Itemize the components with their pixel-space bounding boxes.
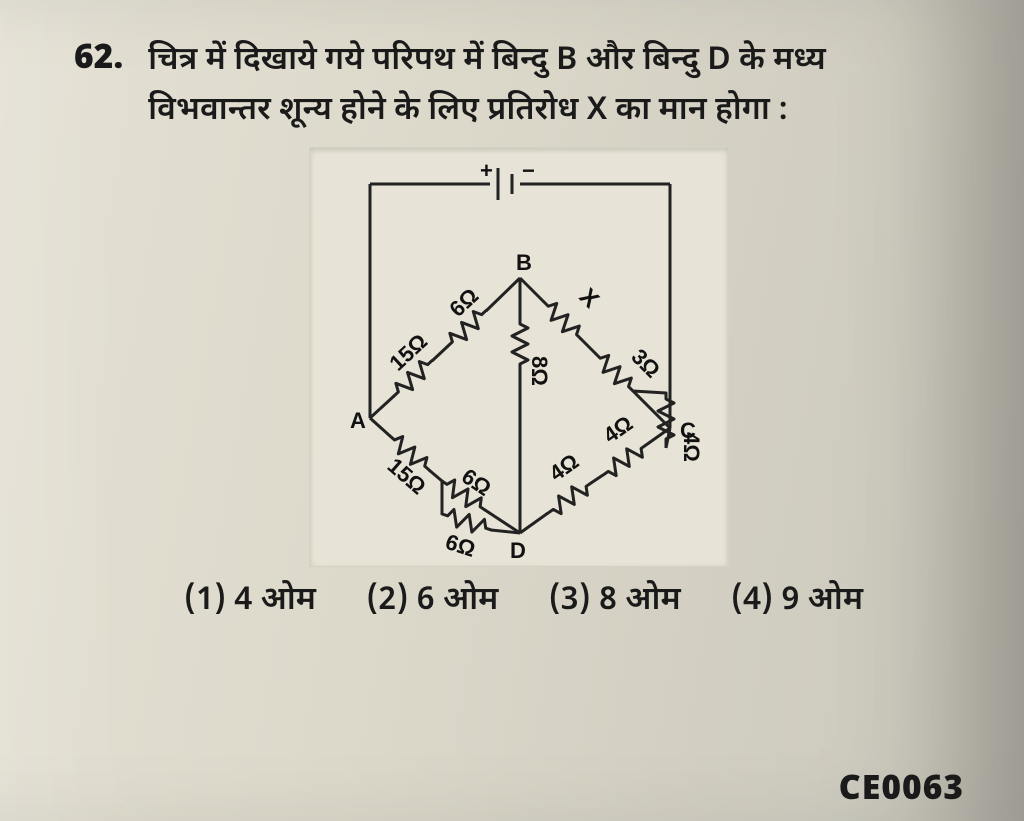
node-a-label: A (350, 408, 366, 433)
question-text: चित्र में दिखाये गये परिपथ में बिन्दु B … (148, 38, 948, 137)
res-cd-4a: 4Ω (599, 411, 638, 449)
circuit-diagram: A B C D + − 15Ω 6Ω 8Ω X 3Ω 4Ω 4Ω 4Ω 15 (309, 147, 729, 567)
res-ab-6: 6Ω (444, 283, 483, 322)
question-text-line2: विभवान्तर शून्य होने के लिए प्रतिरोध X क… (148, 91, 788, 133)
res-cc-4: 4Ω (679, 432, 704, 462)
res-bc-x: X (574, 283, 604, 313)
res-ad-6b: 6Ω (442, 529, 478, 562)
node-b-label: B (516, 250, 532, 275)
option-3: (3) 8 ओम (549, 581, 681, 623)
option-2: (2) 6 ओम (366, 581, 498, 623)
res-ad-6a: 6Ω (457, 464, 496, 501)
battery-plus: + (480, 158, 493, 183)
options-row: (1) 4 ओम (2) 6 ओम (3) 8 ओम (4) 9 ओम (184, 581, 964, 623)
option-4: (4) 9 ओम (731, 581, 863, 623)
circuit-svg: A B C D + − 15Ω 6Ω 8Ω X 3Ω 4Ω 4Ω 4Ω 15 (310, 148, 730, 568)
option-1: (1) 4 ओम (184, 581, 316, 623)
question-row: 62. चित्र में दिखाये गये परिपथ में बिन्द… (74, 38, 964, 137)
res-ab-15: 15Ω (384, 329, 432, 376)
battery-minus: − (522, 158, 535, 183)
res-bd-8: 8Ω (527, 356, 552, 386)
paper-scan: 62. चित्र में दिखाये गये परिपथ में बिन्द… (0, 0, 1024, 821)
node-d-label: D (510, 538, 526, 563)
res-bc-3: 3Ω (626, 344, 665, 383)
question-number: 62. (74, 38, 144, 82)
question-text-line1: चित्र में दिखाये गये परिपथ में बिन्दु B … (148, 41, 826, 83)
res-cd-4b: 4Ω (545, 449, 584, 487)
paper-code: CE0063 (839, 769, 964, 813)
